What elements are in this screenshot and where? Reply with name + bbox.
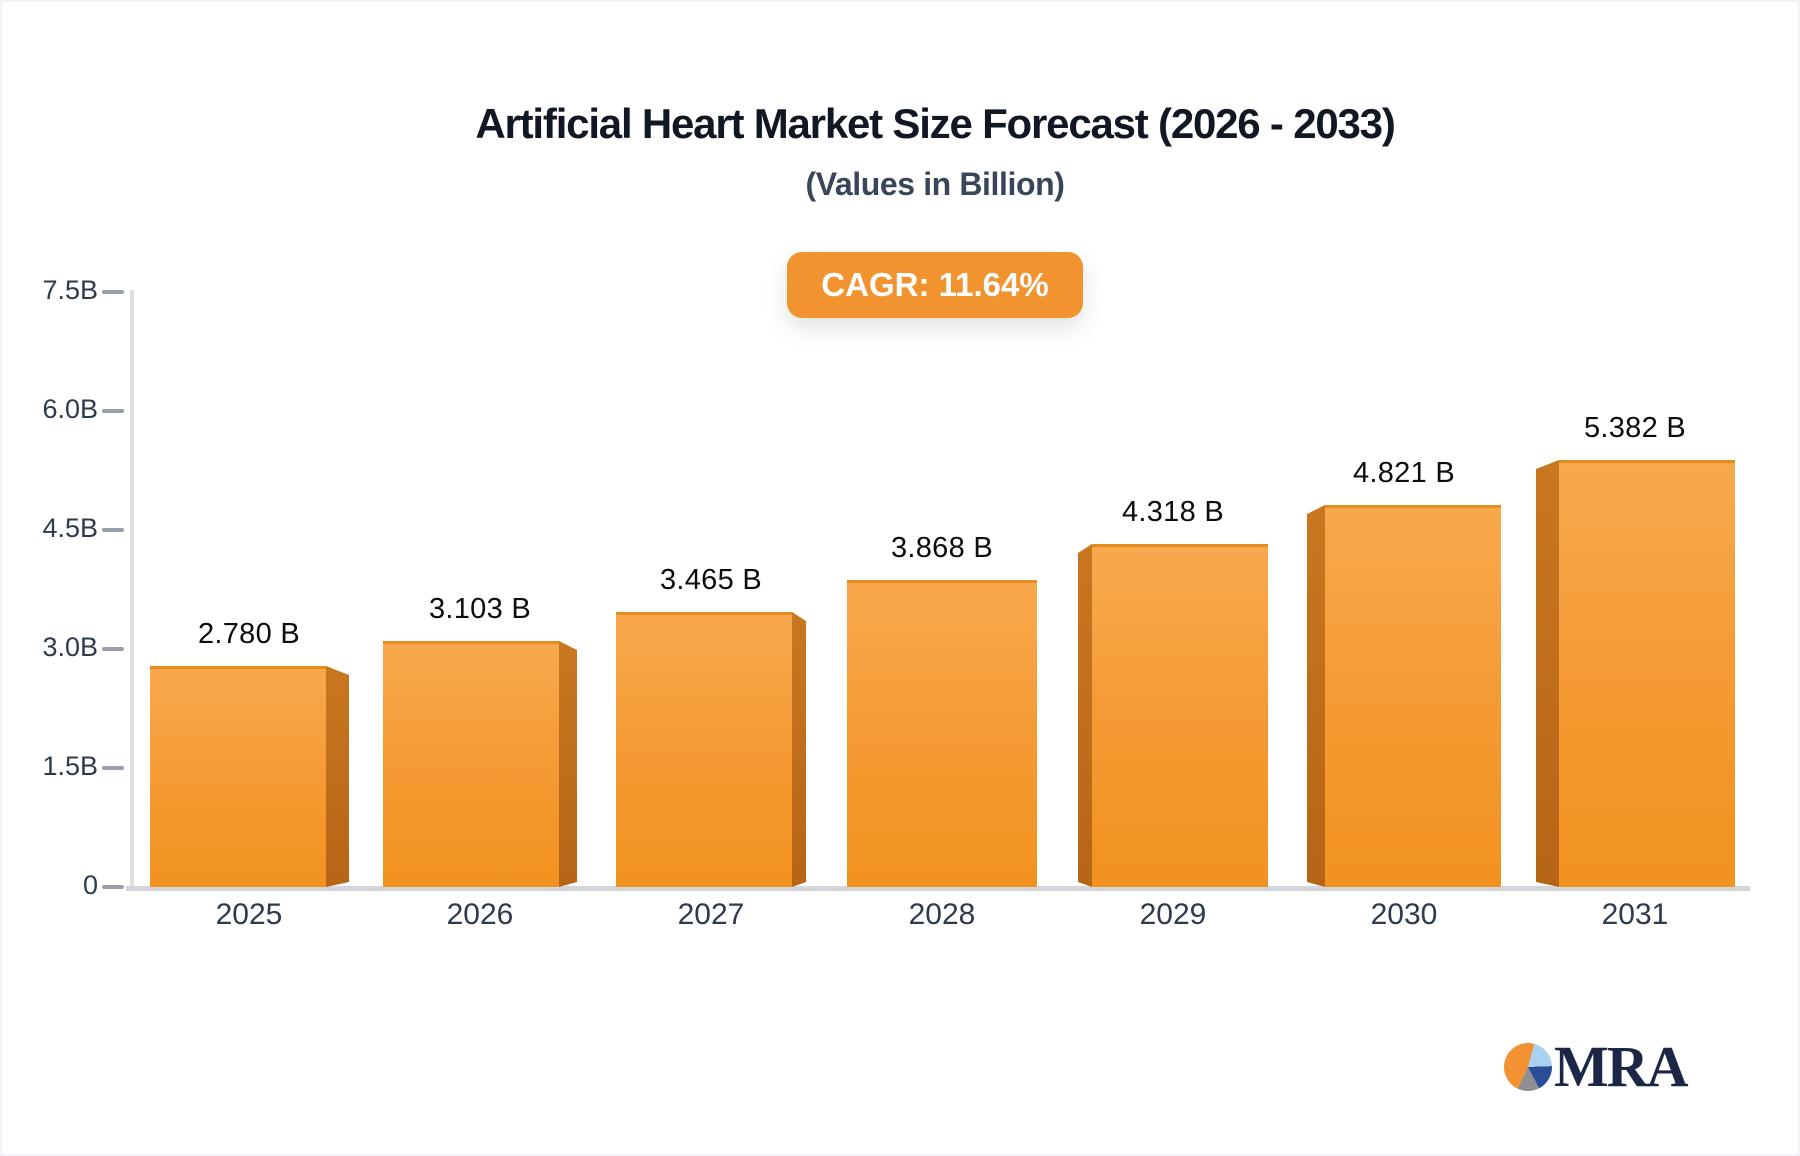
x-tick-label-2031: 2031 — [1601, 898, 1669, 931]
y-tick-dash-7.5B — [102, 290, 124, 294]
y-tick-label-7.5B: 7.5B — [42, 275, 98, 305]
y-tick-dash-0 — [102, 885, 124, 889]
y-tick-label-1.5B: 1.5B — [42, 751, 98, 781]
bar-2028 — [847, 580, 1037, 887]
bar-face-2030 — [1325, 505, 1501, 887]
bar-value-label-2026: 3.103 B — [428, 593, 532, 625]
y-tick-dash-4.5B — [102, 528, 124, 532]
bar-face-2031 — [1559, 460, 1735, 887]
bar-2029 — [1078, 544, 1268, 887]
chart-title: Artificial Heart Market Size Forecast (2… — [475, 100, 1395, 147]
bar-face-2029 — [1092, 544, 1268, 887]
bar-side-2026 — [559, 641, 577, 887]
bar-value-label-2028: 3.868 B — [890, 532, 994, 564]
x-tick-label-2026: 2026 — [446, 898, 514, 931]
bar-side-2025 — [326, 666, 349, 887]
bar-2030 — [1307, 505, 1501, 887]
bar-face-2028 — [847, 580, 1037, 887]
bar-2026 — [383, 641, 577, 887]
cagr-badge-band: CAGR: 11.64% — [68, 252, 1798, 318]
bar-side-2030 — [1307, 505, 1325, 887]
y-axis-line — [130, 290, 134, 890]
y-tick-label-4.5B: 4.5B — [42, 513, 98, 543]
mra-logo-text: MRA — [1554, 1034, 1689, 1099]
chart-subtitle: (Values in Billion) — [805, 166, 1065, 202]
y-tick-dash-6.0B — [102, 409, 124, 413]
y-tick-label-6.0B: 6.0B — [42, 394, 98, 424]
bar-value-label-2030: 4.821 B — [1352, 457, 1456, 489]
y-tick-label-0: 0 — [82, 870, 98, 900]
bar-value-label-2029: 4.318 B — [1121, 496, 1225, 528]
y-tick-dash-3.0B — [102, 647, 124, 651]
bar-face-2025 — [150, 666, 326, 887]
bar-2027 — [616, 612, 806, 887]
bar-side-2027 — [792, 612, 806, 887]
bar-2031 — [1536, 460, 1735, 887]
bar-value-label-2031: 5.382 B — [1583, 412, 1687, 444]
bar-value-label-2027: 3.465 B — [659, 564, 763, 596]
bar-side-2029 — [1078, 544, 1092, 887]
cagr-badge: CAGR: 11.64% — [787, 252, 1083, 318]
y-tick-label-3.0B: 3.0B — [42, 632, 98, 662]
y-tick-dash-1.5B — [102, 766, 124, 770]
x-tick-label-2029: 2029 — [1139, 898, 1207, 931]
bar-face-2027 — [616, 612, 792, 887]
bar-value-label-2025: 2.780 B — [197, 618, 301, 650]
x-axis-baseline — [126, 886, 1750, 891]
x-tick-label-2027: 2027 — [677, 898, 745, 931]
bar-side-2031 — [1536, 460, 1559, 887]
mra-pie-chart-icon — [1504, 1043, 1552, 1091]
x-tick-label-2030: 2030 — [1370, 898, 1438, 931]
x-tick-label-2028: 2028 — [908, 898, 976, 931]
mra-logo: MRA — [1504, 1034, 1689, 1099]
bar-2025 — [150, 666, 349, 887]
bar-face-2026 — [383, 641, 559, 887]
x-tick-label-2025: 2025 — [215, 898, 283, 931]
